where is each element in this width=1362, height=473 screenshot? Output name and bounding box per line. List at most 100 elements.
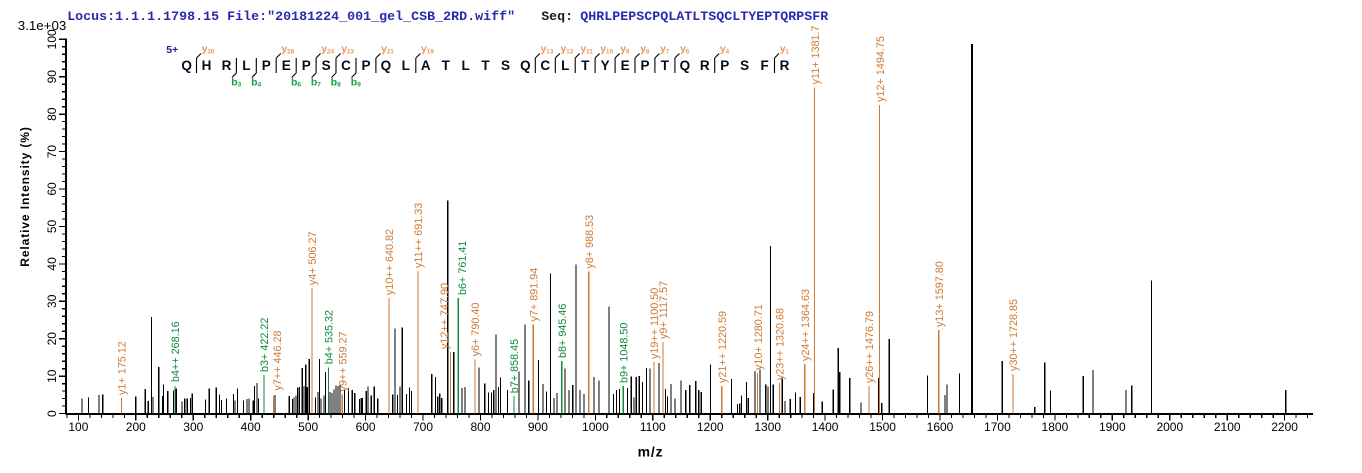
- svg-text:y21++ 1220.59: y21++ 1220.59: [717, 311, 729, 383]
- svg-text:y24++ 1364.63: y24++ 1364.63: [800, 289, 812, 361]
- svg-text:1500: 1500: [869, 420, 896, 434]
- svg-text:2200: 2200: [1271, 420, 1298, 434]
- svg-text:100: 100: [68, 420, 88, 434]
- svg-text:100: 100: [45, 29, 59, 49]
- svg-text:b9+ 1048.50: b9+ 1048.50: [618, 323, 630, 383]
- svg-text:y1+ 175.12: y1+ 175.12: [117, 341, 129, 395]
- svg-text:R: R: [780, 58, 790, 73]
- svg-text:y: y: [321, 43, 327, 55]
- svg-text:b6+ 761.41: b6+ 761.41: [457, 241, 469, 295]
- svg-text:30: 30: [207, 49, 215, 56]
- svg-text:A: A: [421, 58, 431, 73]
- svg-text:12: 12: [566, 49, 574, 56]
- svg-text:700: 700: [413, 420, 433, 434]
- svg-text:7: 7: [666, 49, 670, 56]
- svg-text:b: b: [231, 77, 237, 89]
- svg-text:T: T: [581, 58, 590, 73]
- svg-text:6: 6: [686, 49, 690, 56]
- svg-text:y8+ 988.53: y8+ 988.53: [584, 215, 596, 269]
- svg-text:y7++ 446.28: y7++ 446.28: [272, 330, 284, 390]
- svg-text:6: 6: [297, 82, 301, 89]
- svg-text:y: y: [341, 43, 347, 55]
- svg-text:Seq:: Seq:: [541, 10, 573, 25]
- svg-text:19: 19: [427, 49, 435, 56]
- svg-text:40: 40: [45, 257, 59, 271]
- svg-text:b: b: [351, 77, 357, 89]
- svg-text:C: C: [540, 58, 550, 73]
- svg-text:P: P: [262, 58, 271, 73]
- svg-text:1100: 1100: [640, 420, 666, 434]
- svg-text:QHRLPEPSCPQLATLTSQCLTYEPTQRPSF: QHRLPEPSCPQLATLTSQCLTYEPTQRPSFR: [580, 10, 828, 25]
- svg-text:b4+ 535.32: b4+ 535.32: [324, 310, 336, 364]
- svg-text:y19++ 1100.50: y19++ 1100.50: [649, 288, 661, 359]
- svg-text:80: 80: [45, 107, 59, 121]
- svg-text:y: y: [281, 43, 287, 55]
- svg-text:P: P: [720, 58, 729, 73]
- svg-text:1900: 1900: [1099, 420, 1126, 434]
- svg-text:L: L: [402, 58, 410, 73]
- svg-text:1800: 1800: [1042, 420, 1069, 434]
- svg-text:2100: 2100: [1214, 420, 1241, 434]
- svg-text:5+: 5+: [166, 44, 178, 56]
- svg-text:b: b: [291, 77, 297, 89]
- svg-text:y13+ 1597.80: y13+ 1597.80: [934, 261, 946, 327]
- svg-text:S: S: [501, 58, 510, 73]
- svg-text:600: 600: [356, 420, 376, 434]
- svg-text:800: 800: [470, 420, 490, 434]
- svg-text:y10++ 640.82: y10++ 640.82: [384, 229, 396, 295]
- svg-text:10: 10: [606, 49, 614, 56]
- svg-text:y: y: [600, 43, 606, 55]
- svg-text:y: y: [620, 43, 626, 55]
- svg-text:4: 4: [258, 82, 262, 89]
- svg-text:H: H: [202, 58, 212, 73]
- svg-text:y: y: [780, 43, 786, 55]
- svg-text:24: 24: [327, 49, 335, 56]
- svg-text:y26++ 1476.79: y26++ 1476.79: [864, 311, 876, 383]
- svg-text:E: E: [282, 58, 291, 73]
- svg-text:23: 23: [347, 49, 355, 56]
- svg-text:200: 200: [126, 420, 146, 434]
- svg-text:300: 300: [183, 420, 203, 434]
- svg-text:1: 1: [785, 49, 789, 56]
- svg-text:L: L: [561, 58, 569, 73]
- svg-text:y12+ 1494.75: y12+ 1494.75: [875, 36, 887, 102]
- svg-text:8: 8: [337, 82, 341, 89]
- svg-text:11: 11: [586, 49, 593, 56]
- svg-text:30: 30: [45, 294, 59, 308]
- svg-text:y: y: [720, 43, 726, 55]
- svg-text:500: 500: [298, 420, 318, 434]
- svg-text:0: 0: [45, 410, 59, 417]
- svg-text:b: b: [251, 77, 257, 89]
- svg-text:P: P: [640, 58, 649, 73]
- svg-text:1700: 1700: [984, 420, 1011, 434]
- svg-text:Q: Q: [381, 58, 392, 73]
- svg-text:m/z: m/z: [638, 444, 664, 460]
- svg-text:Q: Q: [181, 58, 192, 73]
- svg-text:L: L: [461, 58, 469, 73]
- svg-text:3.1e+03: 3.1e+03: [18, 18, 66, 33]
- svg-text:13: 13: [546, 49, 554, 56]
- svg-text:Q: Q: [520, 58, 531, 73]
- svg-text:E: E: [621, 58, 630, 73]
- svg-text:b4++ 268.16: b4++ 268.16: [170, 321, 182, 382]
- svg-text:90: 90: [45, 70, 59, 84]
- svg-text:y: y: [580, 43, 586, 55]
- svg-text:C: C: [341, 58, 351, 73]
- svg-text:y7+ 891.94: y7+ 891.94: [529, 268, 541, 322]
- svg-text:10: 10: [45, 369, 59, 383]
- svg-text:Q: Q: [680, 58, 691, 73]
- svg-text:y: y: [680, 43, 686, 55]
- svg-text:R: R: [222, 58, 232, 73]
- svg-text:1400: 1400: [812, 420, 839, 434]
- svg-text:21: 21: [387, 49, 395, 56]
- svg-text:b7+ 858.45: b7+ 858.45: [509, 339, 521, 393]
- svg-text:T: T: [661, 58, 670, 73]
- svg-text:y11+ 1381.7: y11+ 1381.7: [810, 25, 822, 84]
- svg-text:T: T: [481, 58, 490, 73]
- svg-text:Locus:1.1.1.1798.15 File:"2018: Locus:1.1.1.1798.15 File:"20181224_001_g…: [67, 10, 515, 25]
- svg-text:y10+ 1280.71: y10+ 1280.71: [753, 304, 765, 370]
- svg-text:9: 9: [626, 49, 630, 56]
- svg-text:1300: 1300: [754, 420, 781, 434]
- svg-text:70: 70: [45, 145, 59, 159]
- svg-text:L: L: [242, 58, 250, 73]
